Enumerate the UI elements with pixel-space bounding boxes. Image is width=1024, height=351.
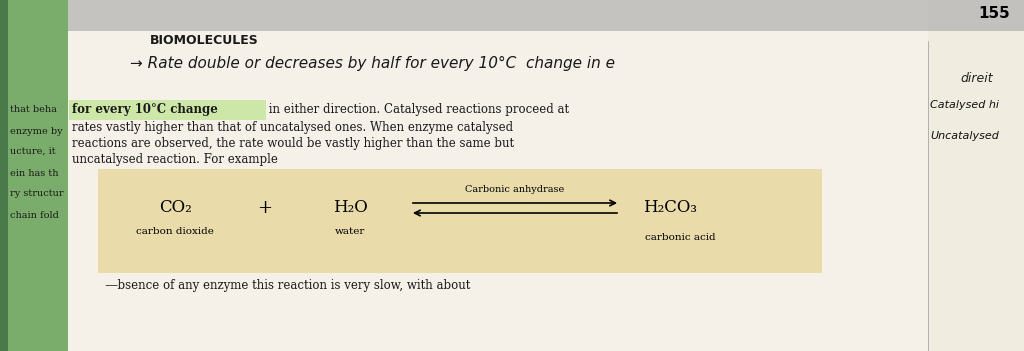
Text: → Rate double or decreases by half for every 10°C  change in e: → Rate double or decreases by half for e… (130, 55, 615, 71)
Text: ―bsence of any enzyme this reaction is very slow, with about: ―bsence of any enzyme this reaction is v… (72, 279, 470, 292)
FancyBboxPatch shape (68, 0, 1024, 31)
Text: H₂CO₃: H₂CO₃ (643, 199, 697, 217)
FancyBboxPatch shape (98, 169, 822, 273)
Text: ry structur: ry structur (10, 188, 63, 198)
FancyBboxPatch shape (928, 0, 1024, 351)
Text: direit: direit (961, 73, 992, 86)
Text: carbonic acid: carbonic acid (645, 233, 716, 243)
Text: H₂O: H₂O (333, 199, 368, 217)
Text: in either direction. Catalysed reactions proceed at: in either direction. Catalysed reactions… (265, 104, 569, 117)
Text: water: water (335, 226, 366, 236)
FancyBboxPatch shape (68, 0, 928, 351)
Text: reactions are observed, the rate would be vastly higher than the same but: reactions are observed, the rate would b… (72, 138, 514, 151)
FancyBboxPatch shape (0, 0, 8, 351)
Text: CO₂: CO₂ (159, 199, 191, 217)
Text: rates vastly higher than that of uncatalysed ones. When enzyme catalysed: rates vastly higher than that of uncatal… (72, 121, 513, 134)
Text: ucture, it: ucture, it (10, 146, 55, 155)
Text: Catalysed hi: Catalysed hi (930, 100, 999, 110)
Text: carbon dioxide: carbon dioxide (136, 226, 214, 236)
Text: enzyme by: enzyme by (10, 126, 62, 135)
Text: that beha: that beha (10, 106, 57, 114)
Text: 155: 155 (978, 6, 1010, 20)
FancyBboxPatch shape (69, 100, 266, 120)
Text: for every 10°C change: for every 10°C change (72, 104, 218, 117)
Text: +: + (257, 199, 272, 217)
Text: ein has th: ein has th (10, 168, 58, 178)
Text: chain fold: chain fold (10, 211, 58, 219)
Text: BIOMOLECULES: BIOMOLECULES (150, 33, 259, 46)
Text: uncatalysed reaction. For example: uncatalysed reaction. For example (72, 153, 278, 166)
FancyBboxPatch shape (0, 0, 68, 351)
Text: Carbonic anhydrase: Carbonic anhydrase (465, 185, 564, 194)
Text: Uncatalysed: Uncatalysed (930, 131, 998, 141)
